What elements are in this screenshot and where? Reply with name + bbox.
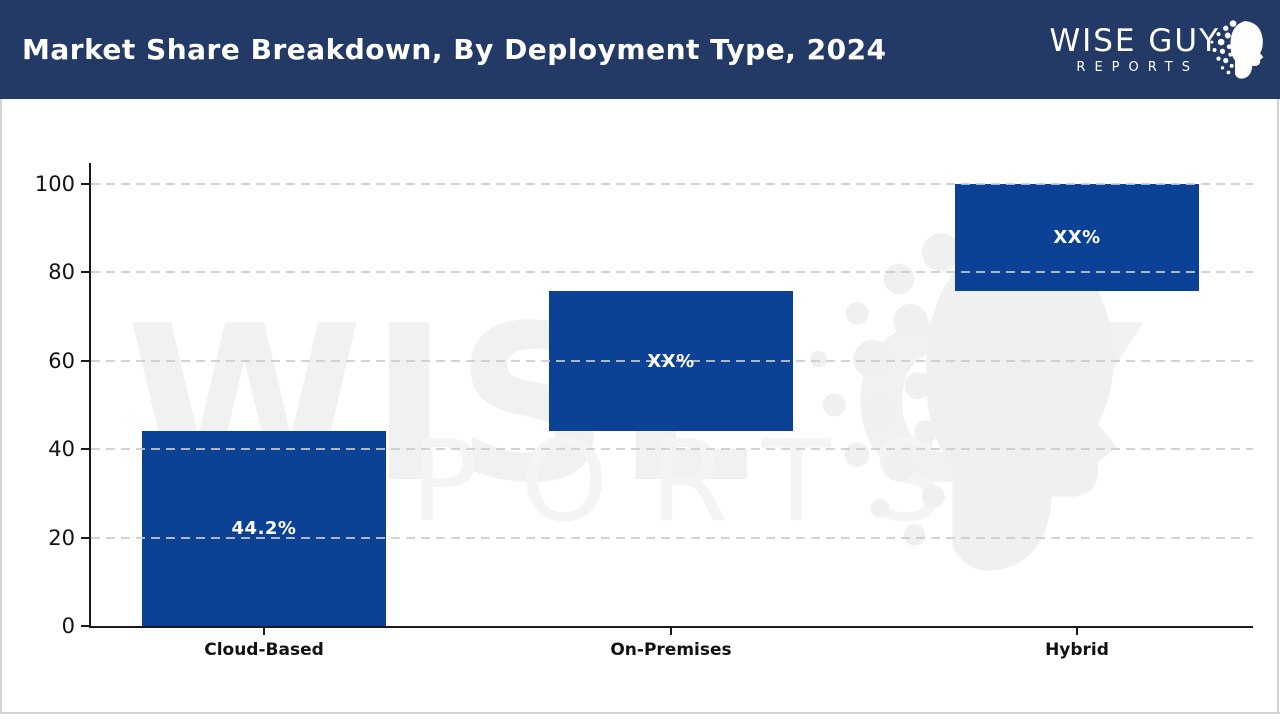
y-axis-line <box>89 163 91 628</box>
x-tick-mark-Cloud-Based <box>263 627 265 635</box>
wise-guy-reports-logo: WISE GUY REPORTS <box>1049 10 1270 90</box>
y-tick-label-0: 0 <box>61 614 75 638</box>
y-tick-label-100: 100 <box>34 172 75 196</box>
y-tick-mark-20 <box>81 536 89 539</box>
y-tick-mark-80 <box>81 271 89 274</box>
bar-label-On-Premises: XX% <box>647 350 695 372</box>
gridline-40 <box>91 448 1253 451</box>
x-tick-mark-Hybrid <box>1076 627 1078 635</box>
x-tick-label-Cloud-Based: Cloud-Based <box>204 640 324 660</box>
bar-Cloud-Based <box>142 430 386 626</box>
y-tick-mark-60 <box>81 359 89 362</box>
y-tick-label-60: 60 <box>48 348 75 373</box>
y-tick-label-80: 80 <box>48 260 75 285</box>
x-tick-label-On-Premises: On-Premises <box>610 640 732 660</box>
logo-wiseguy-label: WISE GUY <box>1049 22 1220 59</box>
frame-border-right <box>1277 99 1279 713</box>
frame-border-left <box>0 99 2 713</box>
y-tick-mark-0 <box>81 625 89 627</box>
gridline-60 <box>91 359 1253 362</box>
bar-label-Cloud-Based: 44.2% <box>231 517 297 539</box>
y-tick-label-20: 20 <box>48 525 75 550</box>
page-title: Market Share Breakdown, By Deployment Ty… <box>22 33 887 66</box>
gridline-100 <box>91 183 1253 185</box>
gridline-20 <box>91 536 1253 539</box>
x-axis-line <box>89 626 1253 628</box>
logo-reports-label: REPORTS <box>1076 59 1200 75</box>
x-tick-mark-On-Premises <box>670 627 672 635</box>
bar-label-Hybrid: XX% <box>1053 227 1101 249</box>
x-tick-label-Hybrid: Hybrid <box>1045 640 1109 660</box>
y-tick-label-40: 40 <box>48 437 75 462</box>
y-tick-mark-40 <box>81 448 89 451</box>
y-tick-mark-100 <box>81 183 89 185</box>
logo-text: WISE GUY REPORTS <box>1049 22 1220 75</box>
header-bar: Market Share Breakdown, By Deployment Ty… <box>0 0 1280 99</box>
gridline-80 <box>91 271 1253 274</box>
frame-border-bottom <box>0 712 1280 714</box>
dotted-face-icon <box>1210 19 1264 79</box>
